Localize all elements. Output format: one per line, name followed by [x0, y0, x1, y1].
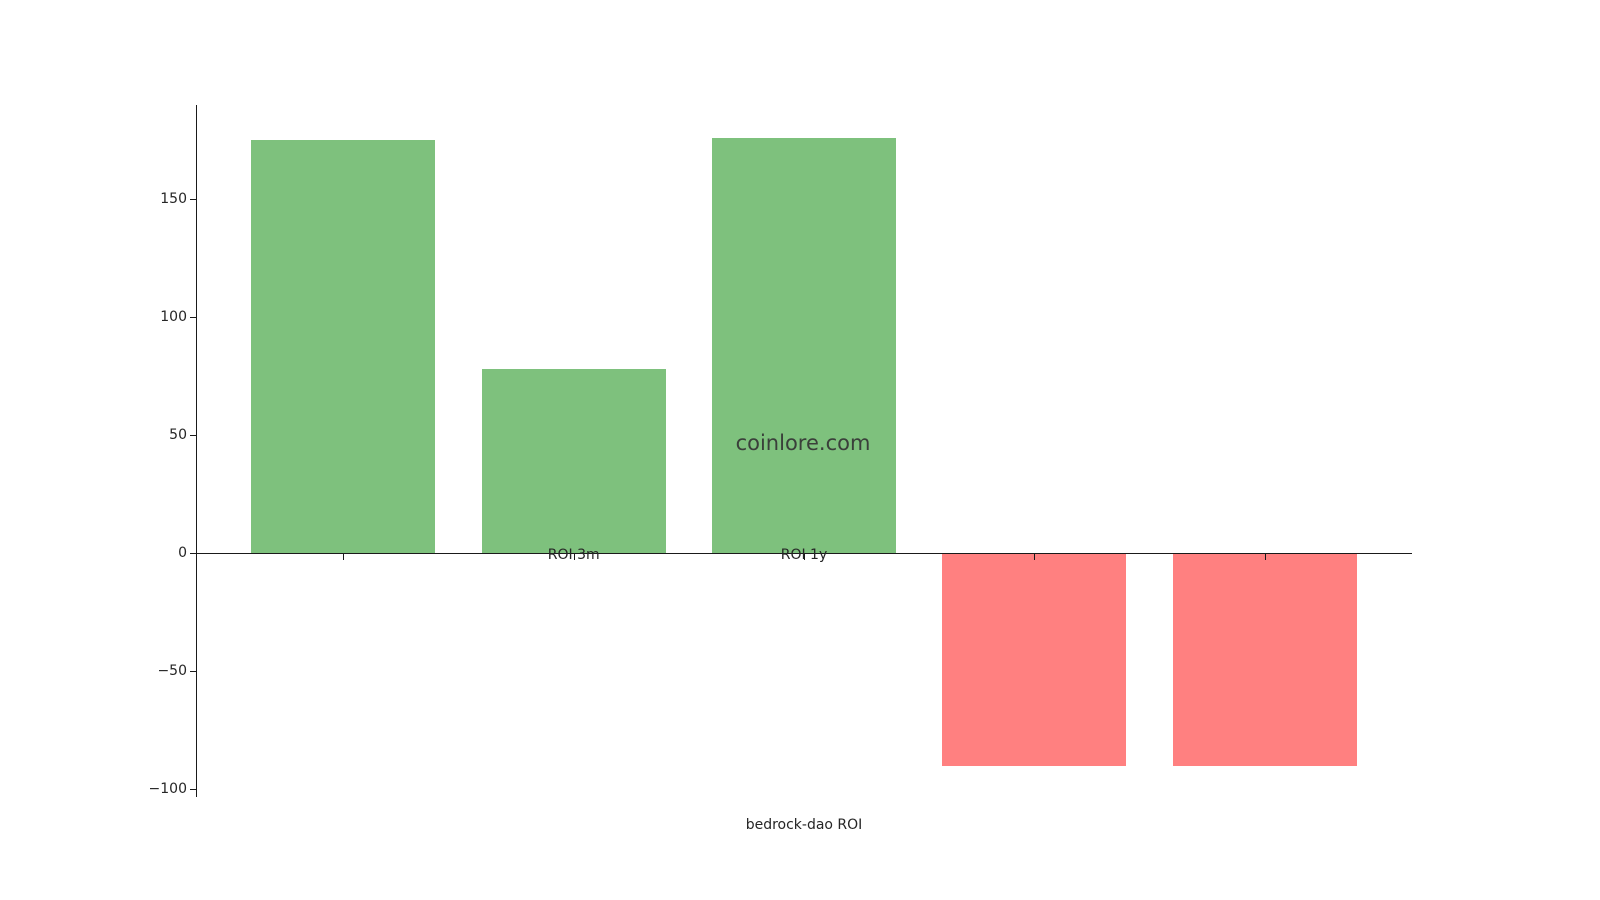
x-tick-mark	[804, 554, 805, 560]
x-tick-mark	[1034, 554, 1036, 560]
x-tick-mark	[1264, 554, 1266, 560]
x-axis-title: bedrock-dao ROI	[745, 817, 863, 833]
x-tick-mark	[573, 554, 575, 560]
x-tick-mark	[343, 554, 345, 560]
y-tick-mark	[190, 553, 196, 554]
x-tick-label: ROI 1y	[780, 547, 828, 563]
watermark: coinlore.com	[735, 431, 871, 455]
negative-bar	[942, 554, 1127, 767]
x-axis-line	[196, 553, 1412, 554]
y-tick-label: 0	[178, 545, 187, 561]
positive-bar	[712, 137, 896, 553]
negative-bar	[1172, 554, 1357, 767]
y-tick-label: 150	[160, 191, 187, 207]
y-tick-mark	[190, 199, 196, 200]
y-tick-mark	[190, 789, 196, 790]
y-tick-mark	[190, 435, 196, 436]
y-tick-mark	[190, 317, 196, 318]
y-tick-label: 100	[160, 309, 187, 325]
y-tick-label: −50	[157, 663, 187, 679]
positive-bar	[251, 140, 436, 553]
y-axis-line	[196, 105, 197, 797]
positive-bar	[481, 368, 666, 553]
y-tick-label: 50	[169, 427, 187, 443]
y-tick-mark	[190, 671, 196, 672]
y-tick-label: −100	[148, 781, 187, 797]
x-tick-label: ROI 3m	[547, 547, 600, 563]
